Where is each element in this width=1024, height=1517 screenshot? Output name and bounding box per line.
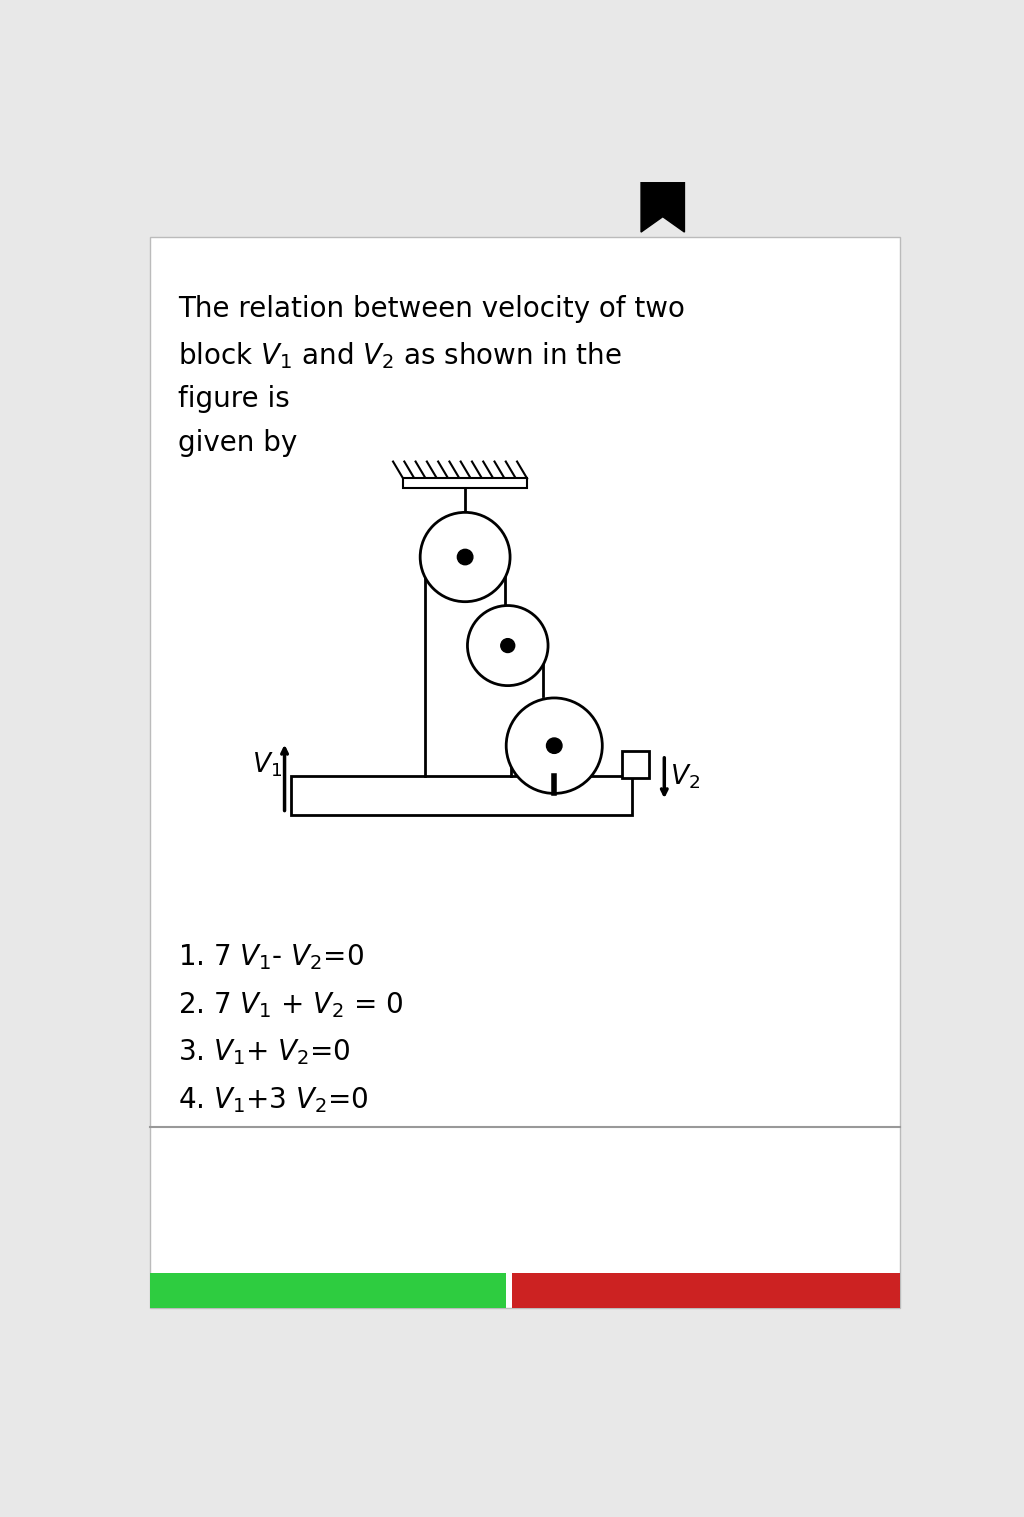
Circle shape (506, 698, 602, 793)
Bar (512, 1273, 900, 1308)
Text: $V_2$: $V_2$ (671, 763, 700, 792)
Circle shape (458, 549, 473, 564)
Bar (403, 478, 527, 488)
Text: 3. $V_1$+ $V_2$=0: 3. $V_1$+ $V_2$=0 (178, 1038, 351, 1068)
Circle shape (467, 605, 548, 686)
Bar (150, 1273, 506, 1308)
Text: block $V_1$ and $V_2$ as shown in the: block $V_1$ and $V_2$ as shown in the (178, 340, 623, 370)
Circle shape (501, 639, 515, 652)
Polygon shape (641, 182, 684, 232)
Text: 1. 7 $V_1$- $V_2$=0: 1. 7 $V_1$- $V_2$=0 (178, 942, 365, 972)
Text: The relation between velocity of two: The relation between velocity of two (178, 296, 685, 323)
Text: 2. 7 $V_1$ + $V_2$ = 0: 2. 7 $V_1$ + $V_2$ = 0 (178, 989, 404, 1019)
Circle shape (420, 513, 510, 602)
Bar (291, 777, 632, 815)
Text: figure is: figure is (178, 384, 290, 413)
Text: given by: given by (178, 429, 298, 457)
Circle shape (547, 737, 562, 754)
Text: $V_1$: $V_1$ (252, 751, 282, 780)
Text: 4. $V_1$+3 $V_2$=0: 4. $V_1$+3 $V_2$=0 (178, 1085, 369, 1115)
Bar (622, 751, 649, 778)
